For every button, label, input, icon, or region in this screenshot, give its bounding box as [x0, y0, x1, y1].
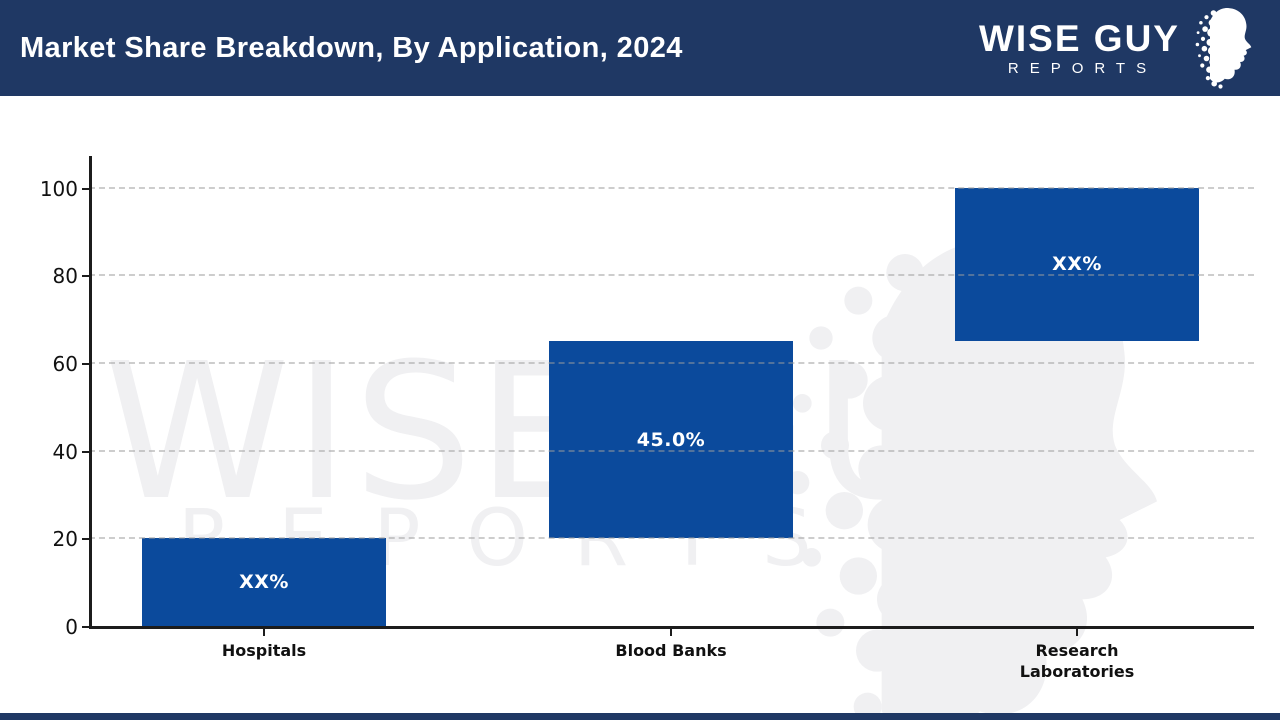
x-tick-1	[263, 629, 265, 636]
y-tick-100	[82, 187, 89, 190]
y-tick-label-0: 0	[65, 615, 78, 639]
gridline-80	[89, 274, 1254, 277]
gridline-60	[89, 361, 1254, 364]
logo-face-icon	[1195, 8, 1252, 89]
brand-logo: WISE GUY REPORTS	[979, 6, 1266, 90]
gridline-100	[89, 186, 1254, 189]
logo-wordmark: WISE GUY	[978, 18, 1180, 59]
y-tick-0	[82, 626, 89, 628]
x-label-research-laboratories: Research Laboratories	[1019, 641, 1135, 681]
bar-blood-banks: 45.0%	[549, 340, 793, 539]
gridline-20	[89, 537, 1254, 540]
y-axis-line	[89, 155, 92, 629]
logo-subtitle: REPORTS	[1007, 60, 1158, 77]
bar-value-label: XX%	[1052, 253, 1102, 276]
watermark-face-icon	[786, 239, 1157, 713]
y-tick-label-60: 60	[52, 351, 78, 376]
x-tick-2	[670, 629, 672, 636]
bar-value-label: XX%	[239, 571, 289, 594]
gridline-40	[89, 449, 1254, 452]
footer-bar	[0, 713, 1280, 720]
bar-research-laboratories: XX%	[955, 187, 1199, 341]
y-tick-label-40: 40	[52, 439, 78, 464]
y-tick-label-100: 100	[39, 176, 78, 201]
y-tick-label-80: 80	[52, 264, 78, 289]
y-tick-80	[82, 275, 89, 278]
x-label-blood-banks: Blood Banks	[615, 641, 727, 660]
bar-hospitals: XX%	[142, 538, 386, 626]
page-title: Market Share Breakdown, By Application, …	[20, 31, 683, 64]
x-label-hospitals: Hospitals	[221, 641, 307, 660]
bar-value-label: 45.0%	[636, 428, 706, 451]
x-axis-line	[89, 626, 1254, 629]
y-tick-40	[82, 450, 89, 453]
header-bar: Market Share Breakdown, By Application, …	[0, 0, 1280, 96]
chart-canvas: WISE GUY REPORTS XX% 45.0% XX% 0 20 40 60 80 100…	[0, 96, 1280, 713]
y-tick-label-20: 20	[52, 527, 78, 552]
y-tick-20	[82, 538, 89, 541]
x-tick-3	[1076, 629, 1078, 636]
y-tick-60	[82, 362, 89, 365]
